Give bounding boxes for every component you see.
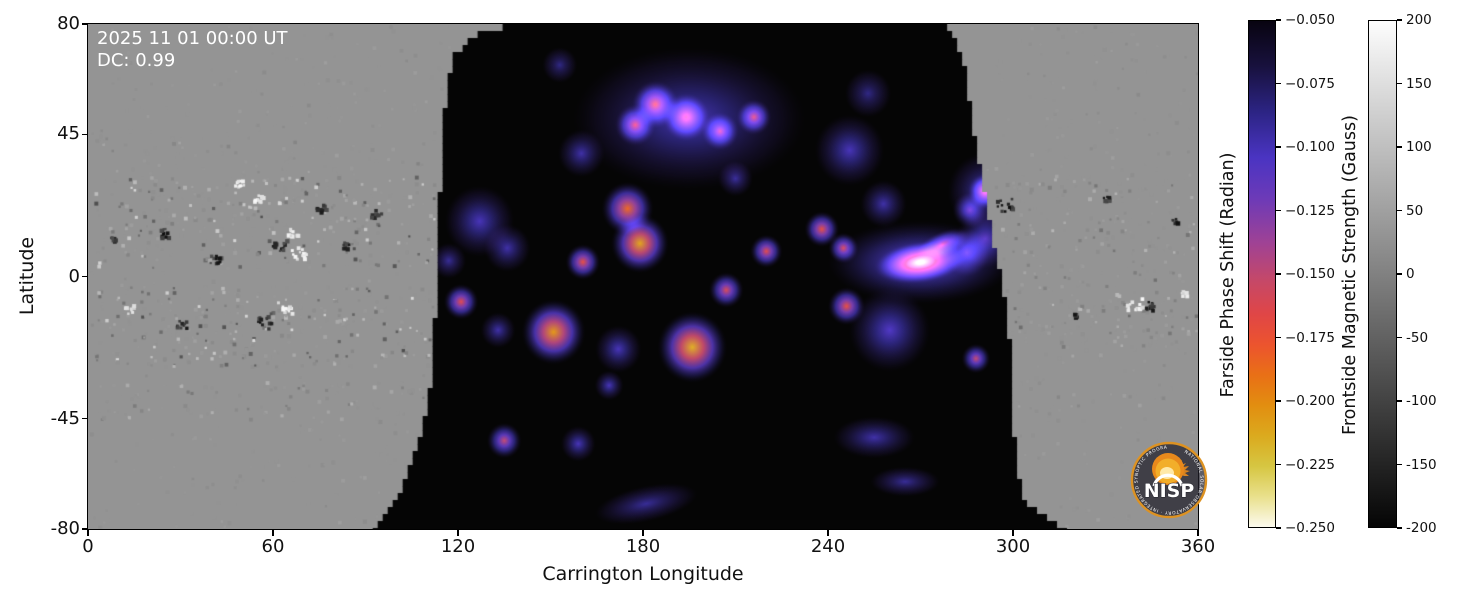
- y-tick-mark: [82, 23, 88, 25]
- magnetic-colorbar: [1368, 20, 1397, 528]
- map-canvas: [88, 24, 1198, 529]
- x-tick-mark: [1197, 530, 1199, 536]
- x-tick-label: 60: [261, 536, 285, 557]
- colorbar-tick-mark: [1276, 527, 1281, 529]
- colorbar-tick-mark: [1276, 82, 1281, 85]
- sun-arch: [1152, 473, 1184, 487]
- y-tick-mark: [82, 133, 88, 136]
- colorbar-tick-mark: [1397, 82, 1402, 85]
- x-tick-mark: [1012, 530, 1014, 536]
- logo-acronym: NISP: [1144, 480, 1195, 502]
- colorbar-tick-mark: [1397, 336, 1402, 339]
- colorbar-tick-label: −0.125: [1285, 202, 1335, 219]
- x-tick-mark: [457, 530, 459, 536]
- y-tick-label: 80: [57, 13, 80, 34]
- colorbar-tick-label: 100: [1406, 139, 1432, 155]
- colorbar-tick-label: -100: [1406, 393, 1437, 409]
- colorbar-tick-mark: [1397, 527, 1402, 529]
- duty-cycle-text: DC: 0.99: [97, 49, 176, 71]
- y-tick-mark: [82, 417, 88, 420]
- colorbar-tick-mark: [1276, 273, 1281, 275]
- x-tick-label: 0: [82, 536, 94, 557]
- colorbar-tick-label: −0.250: [1285, 520, 1335, 536]
- y-tick-mark: [82, 275, 88, 278]
- colorbar-tick-mark: [1397, 209, 1402, 212]
- colorbar-tick-mark: [1397, 463, 1402, 466]
- colorbar-tick-label: −0.200: [1285, 393, 1335, 409]
- colorbar-tick-label: -200: [1406, 520, 1437, 536]
- colorbar-tick-label: −0.100: [1285, 139, 1335, 155]
- colorbar-tick-mark: [1276, 463, 1281, 466]
- nisp-logo: NISP NATIONAL SOLAR OBSERVATORY · INTEGR…: [1128, 437, 1208, 519]
- colorbar-tick-label: -50: [1406, 329, 1429, 346]
- colorbar-tick-mark: [1276, 146, 1281, 148]
- colorbar-tick-label: −0.225: [1285, 456, 1335, 473]
- colorbar-tick-mark: [1276, 209, 1281, 212]
- y-tick-label: -45: [50, 407, 80, 429]
- colorbar-tick-mark: [1397, 273, 1402, 275]
- colorbar-tick-mark: [1276, 400, 1281, 402]
- x-tick-label: 120: [440, 536, 476, 557]
- colorbar-tick-label: 50: [1406, 202, 1424, 219]
- colorbar-tick-label: −0.175: [1285, 329, 1335, 346]
- magnetic-colorbar-title: Frontside Magnetic Strength (Gauss): [1340, 115, 1360, 435]
- plot-annotation: 2025 11 01 00:00 UT DC: 0.99: [97, 28, 288, 72]
- x-tick-mark: [87, 530, 89, 536]
- colorbar-tick-label: 0: [1406, 266, 1415, 282]
- x-tick-label: 180: [625, 536, 661, 557]
- colorbar-tick-mark: [1276, 336, 1281, 339]
- colorbar-tick-label: -150: [1406, 456, 1437, 473]
- x-tick-label: 240: [810, 536, 846, 557]
- colorbar-tick-label: 150: [1406, 75, 1432, 92]
- x-tick-label: 300: [995, 536, 1031, 557]
- x-axis-label: Carrington Longitude: [542, 563, 744, 585]
- y-tick-label: -80: [50, 518, 80, 539]
- y-tick-label: 0: [68, 265, 80, 287]
- colorbar-tick-label: −0.050: [1285, 12, 1335, 28]
- phase-colorbar-title: Farside Phase Shift (Radian): [1218, 152, 1238, 398]
- colorbar-tick-label: −0.150: [1285, 266, 1335, 282]
- x-tick-label: 360: [1180, 536, 1216, 557]
- colorbar-tick-mark: [1397, 19, 1402, 21]
- colorbar-tick-mark: [1397, 146, 1402, 148]
- colorbar-tick-mark: [1276, 19, 1281, 21]
- colorbar-tick-mark: [1397, 400, 1402, 402]
- x-tick-mark: [272, 530, 274, 536]
- y-tick-mark: [82, 528, 88, 530]
- x-tick-mark: [642, 530, 644, 536]
- nisp-logo-graphic: NISP NATIONAL SOLAR OBSERVATORY · INTEGR…: [1128, 437, 1208, 519]
- phase-colorbar: [1248, 20, 1276, 528]
- colorbar-tick-label: 200: [1406, 12, 1432, 28]
- timestamp-text: 2025 11 01 00:00 UT: [97, 28, 288, 49]
- y-tick-label: 45: [57, 123, 80, 145]
- colorbar-tick-label: −0.075: [1285, 75, 1335, 92]
- x-tick-mark: [827, 530, 829, 536]
